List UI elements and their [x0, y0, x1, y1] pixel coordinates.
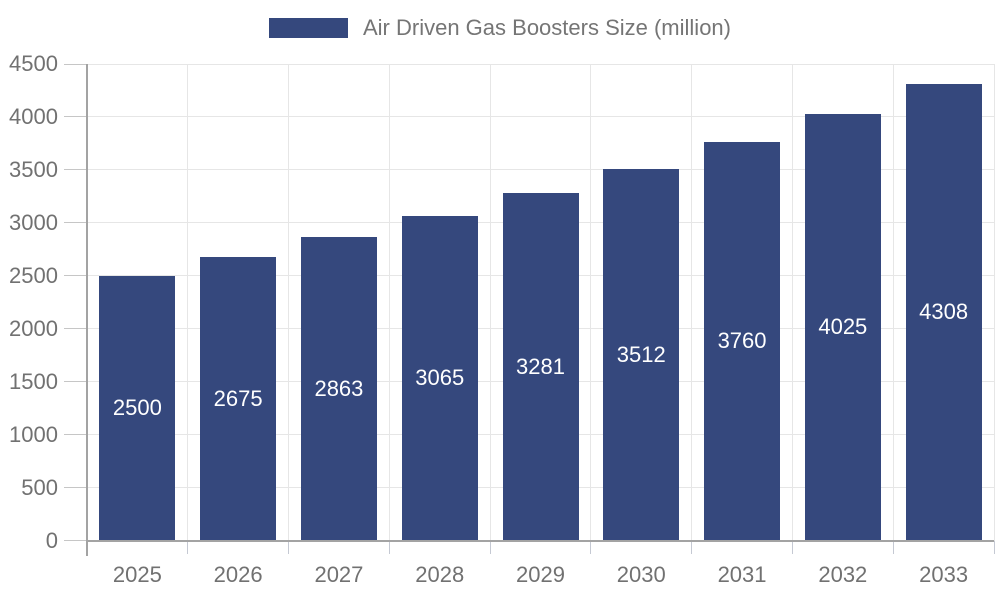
legend-label: Air Driven Gas Boosters Size (million) — [363, 15, 731, 40]
bar-2030 — [603, 168, 680, 541]
y-axis-label: 2500 — [9, 262, 58, 288]
x-axis-tick — [791, 540, 793, 554]
y-axis-label: 4500 — [9, 51, 58, 76]
x-axis-label: 2033 — [919, 561, 969, 587]
y-axis-tick — [64, 169, 87, 171]
bar-2028 — [401, 215, 478, 541]
bar-value-label: 2500 — [112, 395, 162, 421]
x-axis-tick — [288, 540, 290, 554]
x-axis-label: 2030 — [616, 561, 666, 587]
bar-value-label: 4308 — [919, 299, 969, 325]
gridline-horizontal — [87, 63, 994, 65]
x-axis-tick — [388, 540, 390, 554]
y-axis-tick — [64, 63, 87, 65]
x-axis-tick — [187, 540, 189, 554]
gridline-horizontal — [87, 116, 994, 118]
bar-2032 — [804, 114, 881, 541]
x-axis-label: 2031 — [717, 561, 767, 587]
gridline-vertical — [791, 64, 793, 541]
y-axis-line — [86, 64, 88, 556]
bar-2027 — [300, 237, 377, 541]
y-axis-tick — [64, 434, 87, 436]
bar-2025 — [99, 275, 176, 541]
gridline-vertical — [691, 64, 693, 541]
x-axis-tick — [892, 540, 894, 554]
x-axis-tick — [489, 540, 491, 554]
y-axis-label: 1500 — [9, 368, 58, 394]
y-axis-tick — [64, 487, 87, 489]
y-axis-tick — [64, 222, 87, 224]
bar-value-label: 4025 — [818, 314, 868, 340]
bar-2026 — [200, 257, 277, 541]
bar-2031 — [704, 142, 781, 541]
gridline-vertical — [388, 64, 390, 541]
y-axis-tick — [64, 275, 87, 277]
x-axis-label: 2025 — [112, 561, 162, 587]
gridline-vertical — [892, 64, 894, 541]
y-axis-label: 0 — [45, 527, 58, 553]
y-axis-label: 4000 — [9, 103, 58, 129]
bar-value-label: 3512 — [616, 341, 666, 367]
bar-value-label: 3065 — [415, 365, 465, 391]
y-axis-tick — [64, 381, 87, 383]
y-axis-tick — [64, 116, 87, 118]
chart-legend: Air Driven Gas Boosters Size (million) — [0, 15, 1000, 41]
gridline-vertical — [288, 64, 290, 541]
bar-value-label: 3760 — [717, 328, 767, 354]
x-axis-label: 2032 — [818, 561, 868, 587]
y-axis-label: 500 — [21, 474, 58, 500]
gridline-vertical — [993, 64, 995, 541]
bar-2029 — [502, 193, 579, 541]
gridline-horizontal — [87, 169, 994, 171]
gridline-vertical — [489, 64, 491, 541]
gridline-vertical — [187, 64, 189, 541]
y-axis-label: 3000 — [9, 209, 58, 235]
x-axis-line — [86, 539, 994, 542]
legend-swatch — [269, 18, 348, 38]
gridline-vertical — [590, 64, 592, 541]
x-axis-label: 2027 — [314, 561, 364, 587]
bar-value-label: 3281 — [516, 353, 565, 379]
y-axis-tick — [64, 540, 87, 541]
bar-2033 — [905, 84, 982, 541]
x-axis-label: 2026 — [213, 561, 263, 587]
x-axis-tick — [590, 540, 592, 554]
y-axis-label: 2000 — [9, 315, 58, 341]
x-axis-label: 2028 — [415, 561, 465, 587]
x-axis-tick — [993, 540, 995, 554]
bar-value-label: 2675 — [213, 385, 263, 411]
x-axis-label: 2029 — [516, 561, 565, 587]
x-axis-tick — [691, 540, 693, 554]
bar-value-label: 2863 — [314, 375, 364, 401]
y-axis-label: 3500 — [9, 156, 58, 182]
y-axis-label: 1000 — [9, 421, 58, 447]
y-axis-tick — [64, 328, 87, 330]
